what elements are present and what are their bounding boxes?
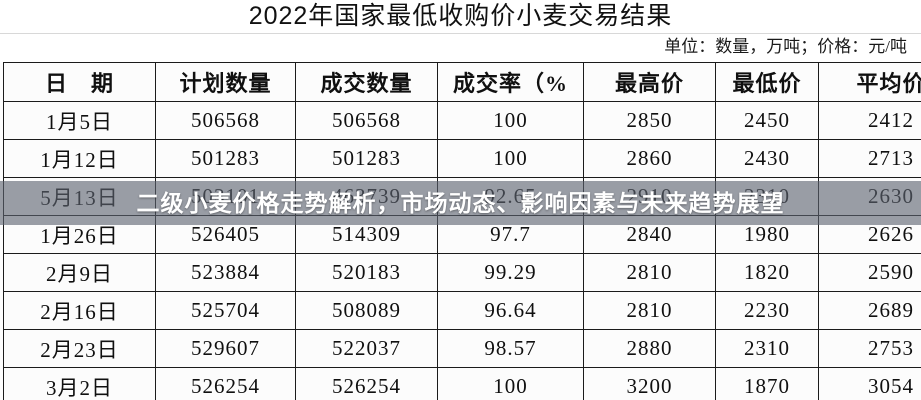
cell-plan: 525704 <box>155 291 296 330</box>
cell-deal: 501283 <box>295 139 438 178</box>
cell-rate: 98.57 <box>437 329 584 368</box>
cell-low: 1870 <box>715 367 819 400</box>
cell-rate: 99.29 <box>437 253 584 292</box>
cell-high: 2860 <box>583 139 716 178</box>
cell-date: 3月2日 <box>3 367 156 400</box>
cell-date: 2月23日 <box>3 329 156 368</box>
column-header-low: 最低价 <box>715 62 819 102</box>
cell-deal: 522037 <box>295 329 438 368</box>
column-header-date: 日 期 <box>3 62 156 102</box>
cell-date: 1月12日 <box>3 139 156 178</box>
cell-low: 2230 <box>715 291 819 330</box>
cell-date: 2月9日 <box>3 253 156 292</box>
table-row: 2月23日 529607 522037 98.57 2880 2310 2753 <box>3 329 921 368</box>
cell-avg: 2713 <box>818 139 921 178</box>
page-title: 2022年国家最低收购价小麦交易结果 <box>248 2 673 30</box>
cell-low: 2310 <box>715 329 819 368</box>
cell-avg: 2753 <box>818 329 921 368</box>
headline-overlay-band <box>0 181 921 225</box>
cell-plan: 506568 <box>155 101 296 140</box>
column-header-avg: 平均价 <box>818 62 921 102</box>
cell-deal: 506568 <box>295 101 438 140</box>
headline-overlay-text: 二级小麦价格走势解析，市场动态、影响因素与未来趋势展望 <box>136 190 785 216</box>
cell-high: 2810 <box>583 253 716 292</box>
cell-low: 2430 <box>715 139 819 178</box>
cell-rate: 100 <box>437 367 584 400</box>
table-row: 1月5日 506568 506568 100 2850 2450 2412 <box>3 101 921 140</box>
trade-results-table-wrapper: 日 期 计划数量 成交数量 成交率（% 最高价 最低价 平均价 1月5日 506… <box>3 62 921 400</box>
cell-deal: 520183 <box>295 253 438 292</box>
table-row: 2月9日 523884 520183 99.29 2810 1820 2590 <box>3 253 921 292</box>
table-row: 2月16日 525704 508089 96.64 2810 2230 2689 <box>3 291 921 330</box>
table-row: 3月2日 526254 526254 100 3200 1870 3054 <box>3 367 921 400</box>
cell-avg: 2689 <box>818 291 921 330</box>
column-header-deal: 成交数量 <box>295 62 438 102</box>
cell-avg: 3054 <box>818 367 921 400</box>
cell-high: 2850 <box>583 101 716 140</box>
table-row: 1月12日 501283 501283 100 2860 2430 2713 <box>3 139 921 178</box>
cell-plan: 529607 <box>155 329 296 368</box>
column-header-high: 最高价 <box>583 62 716 102</box>
table-header-row: 日 期 计划数量 成交数量 成交率（% 最高价 最低价 平均价 <box>3 62 921 102</box>
cell-low: 1820 <box>715 253 819 292</box>
cell-high: 2880 <box>583 329 716 368</box>
cell-deal: 526254 <box>295 367 438 400</box>
cell-rate: 96.64 <box>437 291 584 330</box>
cell-avg: 2590 <box>818 253 921 292</box>
cell-low: 2450 <box>715 101 819 140</box>
column-header-rate: 成交率（% <box>437 62 584 102</box>
title-divider <box>0 33 921 34</box>
cell-deal: 508089 <box>295 291 438 330</box>
cell-date: 1月5日 <box>3 101 156 140</box>
cell-rate: 100 <box>437 139 584 178</box>
cell-high: 3200 <box>583 367 716 400</box>
trade-results-table: 日 期 计划数量 成交数量 成交率（% 最高价 最低价 平均价 1月5日 506… <box>3 62 921 400</box>
table-body: 1月5日 506568 506568 100 2850 2450 2412 1月… <box>3 101 921 400</box>
cell-date: 2月16日 <box>3 291 156 330</box>
units-subtitle: 单位：数量，万吨；价格：元/吨 <box>664 37 907 56</box>
cell-plan: 501283 <box>155 139 296 178</box>
title-area: 2022年国家最低收购价小麦交易结果 单位：数量，万吨；价格：元/吨 <box>0 0 921 62</box>
cell-avg: 2412 <box>818 101 921 140</box>
column-header-plan: 计划数量 <box>155 62 296 102</box>
cell-plan: 523884 <box>155 253 296 292</box>
cell-plan: 526254 <box>155 367 296 400</box>
cell-rate: 100 <box>437 101 584 140</box>
cell-high: 2810 <box>583 291 716 330</box>
